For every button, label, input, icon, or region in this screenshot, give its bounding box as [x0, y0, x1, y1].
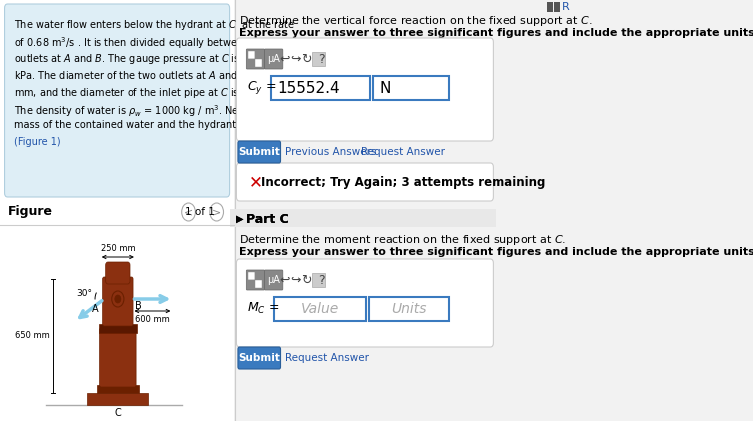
FancyBboxPatch shape [547, 2, 553, 12]
FancyBboxPatch shape [102, 277, 133, 326]
Text: $C_y$ =: $C_y$ = [247, 78, 276, 96]
Text: B: B [136, 301, 142, 311]
Text: 250 mm: 250 mm [100, 244, 135, 253]
Text: R: R [562, 2, 569, 12]
Text: Express your answer to three significant figures and include the appropriate uni: Express your answer to three significant… [239, 28, 753, 38]
Text: Figure: Figure [8, 205, 53, 218]
Text: Submit: Submit [238, 353, 280, 363]
FancyBboxPatch shape [271, 76, 370, 100]
FancyBboxPatch shape [264, 49, 283, 69]
FancyBboxPatch shape [0, 0, 234, 421]
FancyBboxPatch shape [255, 51, 262, 59]
Text: Submit: Submit [238, 147, 280, 157]
Text: ↪: ↪ [291, 53, 301, 66]
FancyBboxPatch shape [87, 393, 148, 405]
Text: The water flow enters below the hydrant at $C$  at the rate: The water flow enters below the hydrant … [14, 18, 294, 32]
FancyBboxPatch shape [238, 347, 281, 369]
Text: μΑ: μΑ [267, 275, 280, 285]
Text: Request Answer: Request Answer [285, 353, 369, 363]
FancyBboxPatch shape [255, 280, 262, 288]
Text: of 0.68 m$^3$/s . It is then divided equally between the two: of 0.68 m$^3$/s . It is then divided equ… [14, 35, 290, 51]
FancyBboxPatch shape [312, 52, 325, 66]
Text: ✕: ✕ [248, 173, 263, 191]
FancyBboxPatch shape [255, 272, 262, 280]
Text: 15552.4: 15552.4 [278, 80, 340, 96]
FancyBboxPatch shape [248, 280, 255, 288]
Text: mass of the contained water and the hydrant.: mass of the contained water and the hydr… [14, 120, 239, 130]
FancyBboxPatch shape [5, 4, 230, 197]
Text: Part C: Part C [245, 213, 288, 226]
Text: Determine the moment reaction on the fixed support at $C$.: Determine the moment reaction on the fix… [239, 233, 566, 247]
Text: 600 mm: 600 mm [135, 315, 169, 324]
FancyBboxPatch shape [99, 328, 136, 387]
Text: ?: ? [319, 274, 325, 287]
FancyBboxPatch shape [246, 49, 264, 69]
Text: ▶: ▶ [236, 214, 243, 224]
Text: >: > [212, 207, 221, 217]
Text: ?: ? [319, 53, 325, 66]
Text: ↻: ↻ [301, 53, 312, 66]
Text: Incorrect; Try Again; 3 attempts remaining: Incorrect; Try Again; 3 attempts remaini… [261, 176, 545, 189]
FancyBboxPatch shape [236, 259, 493, 347]
FancyBboxPatch shape [312, 273, 325, 287]
Text: Value: Value [301, 302, 339, 316]
Text: A: A [91, 304, 98, 314]
FancyBboxPatch shape [255, 59, 262, 67]
FancyBboxPatch shape [373, 76, 450, 100]
Text: Determine the vertical force reaction on the fixed support at $C$.: Determine the vertical force reaction on… [239, 14, 593, 28]
Text: Part C: Part C [245, 213, 288, 226]
FancyBboxPatch shape [264, 270, 283, 290]
Text: μΑ: μΑ [267, 54, 280, 64]
Text: Previous Answers: Previous Answers [285, 147, 376, 157]
Text: Units: Units [391, 302, 426, 316]
Circle shape [181, 203, 195, 221]
Circle shape [210, 203, 224, 221]
Text: Request Answer: Request Answer [361, 147, 445, 157]
Text: ↪: ↪ [291, 274, 301, 287]
FancyBboxPatch shape [238, 141, 281, 163]
Text: N: N [380, 80, 391, 96]
Text: C: C [114, 408, 121, 418]
FancyBboxPatch shape [369, 297, 449, 321]
FancyBboxPatch shape [248, 59, 255, 67]
FancyBboxPatch shape [230, 209, 496, 227]
FancyBboxPatch shape [96, 385, 139, 393]
Text: outlets at $A$ and $B$. The gauge pressure at $C$ is 300: outlets at $A$ and $B$. The gauge pressu… [14, 52, 261, 66]
FancyBboxPatch shape [274, 297, 366, 321]
Text: 650 mm: 650 mm [14, 331, 50, 341]
Text: <: < [184, 207, 194, 217]
Text: $M_C$ =: $M_C$ = [247, 301, 279, 316]
Text: ↩: ↩ [280, 53, 291, 66]
FancyBboxPatch shape [99, 324, 137, 333]
FancyBboxPatch shape [554, 2, 560, 12]
Text: (Figure 1): (Figure 1) [14, 137, 60, 147]
FancyBboxPatch shape [246, 270, 264, 290]
FancyBboxPatch shape [236, 38, 493, 141]
Text: ↻: ↻ [301, 274, 312, 287]
Text: 1 of 1: 1 of 1 [185, 207, 215, 217]
Circle shape [114, 295, 121, 303]
FancyBboxPatch shape [248, 272, 255, 280]
FancyBboxPatch shape [236, 163, 493, 201]
Text: The density of water is $\rho_w$ = 1000 kg / m$^3$. Neglect the: The density of water is $\rho_w$ = 1000 … [14, 103, 282, 119]
Circle shape [111, 291, 124, 307]
FancyBboxPatch shape [105, 262, 130, 284]
Text: 30°: 30° [77, 290, 93, 298]
Text: Express your answer to three significant figures and include the appropriate uni: Express your answer to three significant… [239, 247, 753, 257]
Text: kPa. The diameter of the two outlets at $A$ and $B$ is 75: kPa. The diameter of the two outlets at … [14, 69, 273, 81]
Text: mm, and the diameter of the inlet pipe at $C$ is 150 mm.: mm, and the diameter of the inlet pipe a… [14, 86, 285, 100]
Text: ▶: ▶ [236, 214, 243, 224]
FancyBboxPatch shape [248, 51, 255, 59]
Text: ↩: ↩ [280, 274, 291, 287]
